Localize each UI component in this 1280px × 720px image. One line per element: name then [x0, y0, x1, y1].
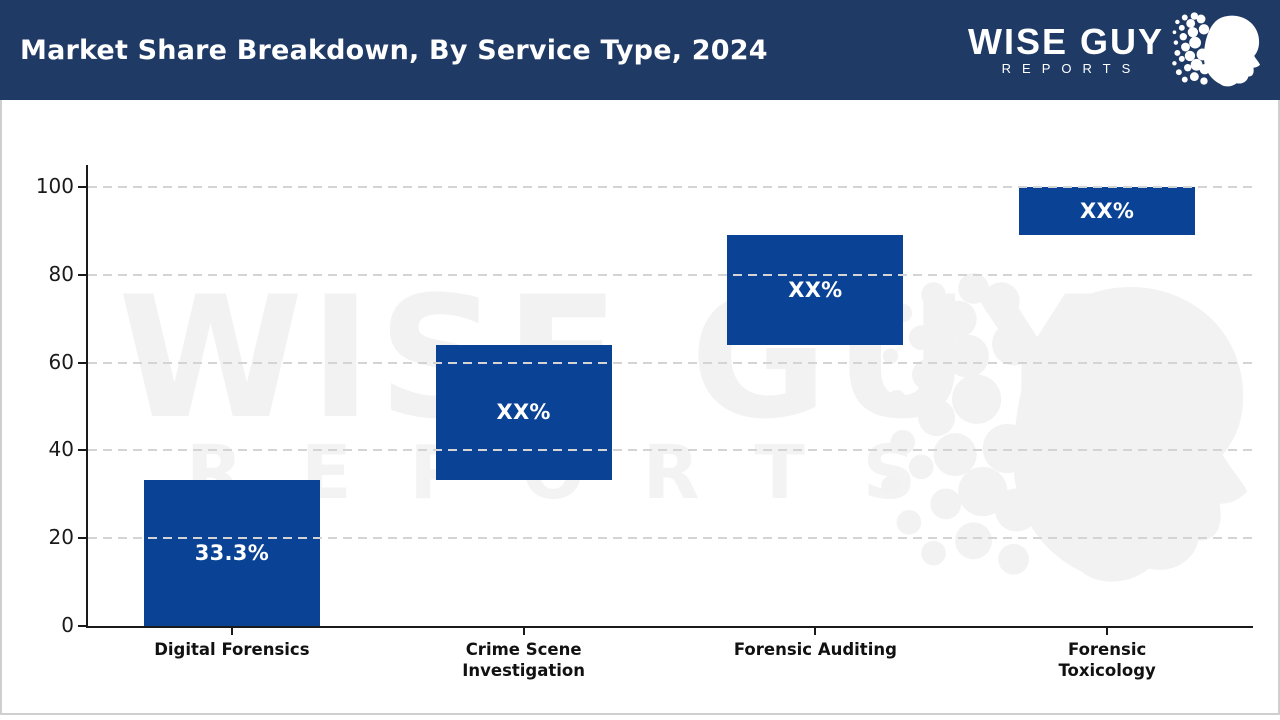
- x-axis-line: [86, 626, 1253, 628]
- x-axis-tick: [814, 628, 817, 635]
- bar-forensic-toxicology: XX%: [1019, 187, 1196, 236]
- bar-value-label-forensic-auditing: XX%: [788, 278, 843, 303]
- y-axis-tick-label: 20: [48, 525, 74, 550]
- y-axis-line: [86, 165, 88, 628]
- x-axis-tick: [1106, 628, 1109, 635]
- gridline-y80: [88, 273, 1253, 276]
- brand-logo: WISE GUY REPORTS: [968, 10, 1280, 90]
- bar-value-label-forensic-toxicology: XX%: [1079, 199, 1135, 224]
- category-label-forensic-auditing: Forensic Auditing: [733, 640, 897, 659]
- y-axis-tick: [78, 625, 86, 627]
- bar-value-label-digital-forensics: 33.3%: [194, 540, 270, 565]
- category-label-forensic-toxicology: Forensic Toxicology: [1058, 640, 1156, 680]
- brand-name: WISE GUY: [967, 21, 1164, 62]
- category-label-crime-scene-investigation: Crime Scene Investigation: [462, 640, 586, 680]
- y-axis-tick-label: 60: [48, 349, 74, 374]
- category-label-digital-forensics: Digital Forensics: [154, 640, 310, 659]
- y-axis-tick-label: 100: [35, 174, 74, 198]
- y-axis-tick-label: 80: [48, 261, 74, 286]
- bar-crime-scene-investigation: XX%: [435, 345, 612, 480]
- brand-subtitle: REPORTS: [1001, 61, 1142, 76]
- page-title: Market Share Breakdown, By Service Type,…: [20, 34, 768, 66]
- gridline-y20: [88, 537, 1253, 540]
- y-axis-tick: [78, 449, 86, 452]
- y-axis-tick-label: 0: [61, 613, 74, 637]
- y-axis-tick: [78, 361, 86, 364]
- gridline-y40: [88, 449, 1253, 452]
- bar-forensic-auditing: XX%: [727, 235, 904, 346]
- y-axis-tick: [78, 273, 86, 276]
- x-axis-tick: [522, 628, 525, 635]
- bar-value-label-crime-scene-investigation: XX%: [496, 400, 551, 425]
- header-bar: Market Share Breakdown, By Service Type,…: [0, 0, 1280, 100]
- y-axis-tick: [78, 537, 86, 540]
- x-axis-tick: [230, 628, 233, 635]
- brand-logo-text: WISE GUY REPORTS: [967, 21, 1164, 77]
- bar-digital-forensics: 33.3%: [143, 479, 320, 626]
- gridline-y100: [88, 186, 1253, 188]
- gridline-y60: [88, 361, 1253, 364]
- y-axis-tick-label: 40: [48, 437, 74, 462]
- y-axis-tick: [78, 186, 86, 188]
